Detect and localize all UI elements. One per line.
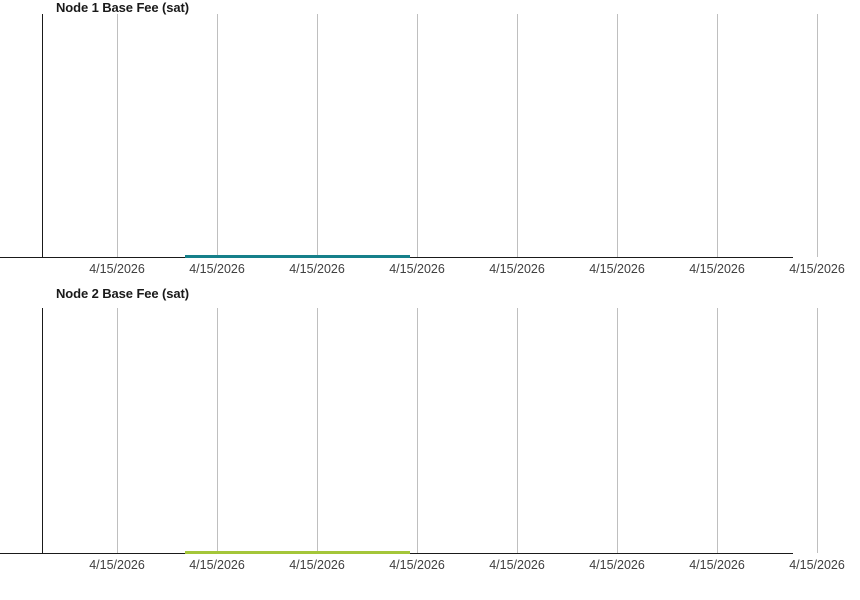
x-tick-labels-node-2: 4/15/2026 4/15/2026 4/15/2026 4/15/2026 4/15…: [42, 558, 845, 578]
x-tick-labels-node-1: 4/15/2026 4/15/2026 4/15/2026 4/15/2026 4/15…: [42, 262, 845, 282]
x-tick-label: 4/15/2026: [289, 558, 345, 572]
x-tick-label: 4/15/2026: [389, 262, 445, 276]
x-tick-label: 4/15/2026: [589, 558, 645, 572]
x-tick-label: 4/15/2026: [489, 558, 545, 572]
gridlines-node-2: [42, 308, 835, 553]
x-tick-label: 4/15/2026: [89, 558, 145, 572]
gridline: [817, 14, 818, 257]
y-axis-node-2: [42, 308, 43, 553]
y-axis-node-1: [42, 14, 43, 257]
gridline: [717, 308, 718, 553]
gridline: [317, 14, 318, 257]
series-line-node-2: [185, 551, 410, 554]
gridline: [117, 14, 118, 257]
x-tick-label: 4/15/2026: [189, 262, 245, 276]
x-tick-label: 4/15/2026: [289, 262, 345, 276]
x-tick-label: 4/15/2026: [189, 558, 245, 572]
gridline: [317, 308, 318, 553]
gridline: [517, 14, 518, 257]
gridline: [717, 14, 718, 257]
gridline: [617, 14, 618, 257]
gridlines-node-1: [42, 14, 835, 257]
chart-panel-node-1: Node 1 Base Fee (sat) 4/15/2026 4/15/2026…: [0, 0, 860, 286]
gridline: [217, 14, 218, 257]
series-line-node-1: [185, 255, 410, 258]
x-tick-label: 4/15/2026: [89, 262, 145, 276]
gridline: [817, 308, 818, 553]
plot-area-node-2: [42, 308, 835, 553]
gridline: [417, 14, 418, 257]
gridline: [117, 308, 118, 553]
x-tick-label: 4/15/2026: [389, 558, 445, 572]
chart-title-node-1: Node 1 Base Fee (sat): [56, 0, 190, 15]
x-tick-label: 4/15/2026: [789, 262, 845, 276]
plot-area-node-1: [42, 14, 835, 257]
gridline: [517, 308, 518, 553]
x-tick-label: 4/15/2026: [589, 262, 645, 276]
x-tick-label: 4/15/2026: [789, 558, 845, 572]
x-tick-label: 4/15/2026: [689, 558, 745, 572]
x-tick-label: 4/15/2026: [489, 262, 545, 276]
gridline: [617, 308, 618, 553]
chart-title-node-2: Node 2 Base Fee (sat): [56, 286, 190, 301]
gridline: [217, 308, 218, 553]
chart-panel-node-2: Node 2 Base Fee (sat) 4/15/2026 4/15/2026…: [0, 286, 860, 586]
x-tick-label: 4/15/2026: [689, 262, 745, 276]
gridline: [417, 308, 418, 553]
